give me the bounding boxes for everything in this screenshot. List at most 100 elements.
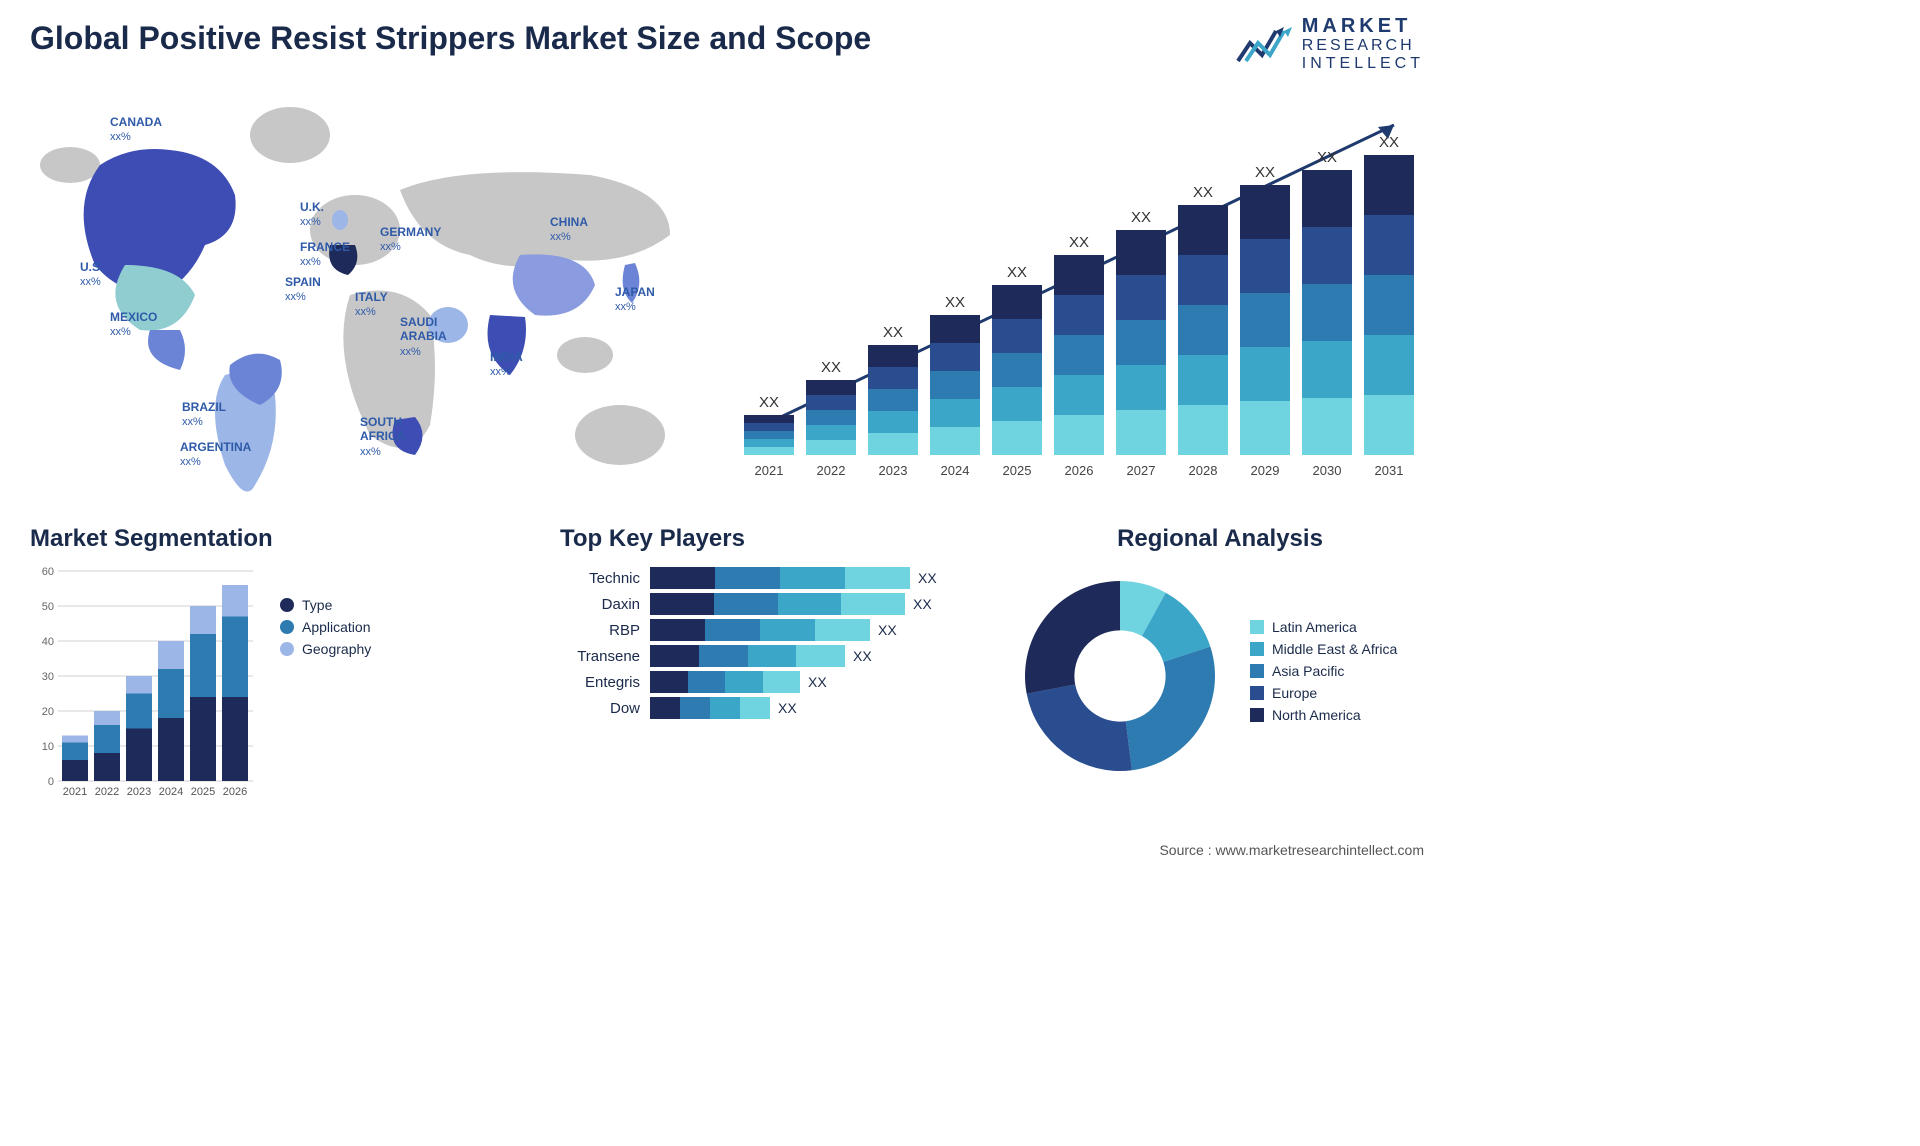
donut-slice (1027, 685, 1132, 771)
segmentation-legend: TypeApplicationGeography (280, 561, 371, 801)
key-players-title: Top Key Players (560, 525, 990, 553)
main-bar-segment (744, 447, 794, 455)
main-bar-year: 2028 (1189, 463, 1218, 478)
map-label: SOUTHAFRICAxx% (360, 415, 405, 459)
main-bar-segment (1054, 415, 1104, 455)
seg-bar-segment (190, 634, 216, 697)
map-label: SPAINxx% (285, 275, 321, 305)
seg-x-label: 2022 (95, 786, 119, 798)
seg-bar-segment (62, 760, 88, 781)
regional-legend-item: Latin America (1250, 619, 1397, 635)
main-bar-segment (1240, 401, 1290, 455)
main-bar-year: 2022 (817, 463, 846, 478)
player-bar (650, 671, 800, 693)
main-bar-segment (1178, 305, 1228, 355)
seg-x-label: 2026 (223, 786, 247, 798)
main-bar-segment (1240, 293, 1290, 347)
main-bar-segment (1302, 227, 1352, 284)
player-row: DowXX (560, 697, 990, 719)
regional-legend-item: Europe (1250, 685, 1397, 701)
player-value: XX (770, 700, 800, 716)
seg-x-label: 2023 (127, 786, 151, 798)
main-bar-segment (992, 353, 1042, 387)
player-value: XX (870, 622, 900, 638)
seg-bar-segment (190, 606, 216, 634)
map-label: U.K.xx% (300, 200, 324, 230)
regional-legend: Latin America Middle East & Africa Asia Pa… (1250, 613, 1397, 729)
main-bar-segment (1054, 335, 1104, 375)
main-bar-segment (806, 395, 856, 410)
player-name: Technic (560, 570, 650, 587)
seg-bar-segment (62, 736, 88, 743)
segmentation-chart: 0102030405060202120222023202420252026 (30, 561, 260, 801)
main-bar-segment (930, 399, 980, 427)
main-bar-value: XX (1131, 209, 1151, 226)
regional-legend-item: Middle East & Africa (1250, 641, 1397, 657)
main-bar-segment (1054, 375, 1104, 415)
seg-y-tick: 30 (42, 671, 54, 683)
seg-y-tick: 10 (42, 741, 54, 753)
main-bar-segment (868, 345, 918, 367)
main-bar-segment (992, 387, 1042, 421)
seg-bar-segment (94, 753, 120, 781)
market-size-chart: XX2021XX2022XX2023XX2024XX2025XX2026XX20… (734, 95, 1424, 495)
main-bar-year: 2031 (1375, 463, 1404, 478)
seg-x-label: 2021 (63, 786, 87, 798)
seg-bar-segment (126, 694, 152, 729)
main-bar-segment (1116, 410, 1166, 455)
main-bar-year: 2021 (755, 463, 784, 478)
main-bar-segment (992, 421, 1042, 455)
map-label: BRAZILxx% (182, 400, 226, 430)
main-bar-year: 2026 (1065, 463, 1094, 478)
main-bar-segment (1302, 341, 1352, 398)
main-bar-value: XX (1193, 184, 1213, 201)
map-label: U.S.xx% (80, 260, 103, 290)
page-title: Global Positive Resist Strippers Market … (30, 20, 871, 57)
player-bar (650, 619, 870, 641)
player-bar (650, 645, 845, 667)
brand-logo: MARKET RESEARCH INTELLECT (1236, 15, 1424, 72)
main-bar-segment (744, 439, 794, 447)
main-bar-segment (1178, 355, 1228, 405)
seg-bar-segment (94, 711, 120, 725)
main-bar-segment (930, 371, 980, 399)
logo-line2: RESEARCH (1302, 37, 1424, 55)
main-bar-value: XX (1317, 149, 1337, 166)
main-bar-year: 2030 (1313, 463, 1342, 478)
main-bar-value: XX (821, 359, 841, 376)
player-row: RBPXX (560, 619, 990, 641)
main-bar-segment (1240, 185, 1290, 239)
seg-legend-item: Application (280, 619, 371, 635)
key-players-section: Top Key Players TechnicXXDaxinXXRBPXXTra… (560, 525, 990, 825)
player-name: Daxin (560, 596, 650, 613)
main-bar-segment (1116, 365, 1166, 410)
seg-legend-item: Type (280, 597, 371, 613)
main-bar-segment (930, 427, 980, 455)
main-bar-segment (1054, 295, 1104, 335)
player-name: Entegris (560, 674, 650, 691)
main-bar-year: 2023 (879, 463, 908, 478)
main-bar-segment (1116, 230, 1166, 275)
map-label: ITALYxx% (355, 290, 388, 320)
segmentation-section: Market Segmentation 01020304050602021202… (30, 525, 430, 825)
world-map: CANADAxx%U.S.xx%MEXICOxx%BRAZILxx%ARGENT… (30, 95, 700, 515)
map-label: JAPANxx% (615, 285, 655, 315)
main-bar-segment (930, 315, 980, 343)
regional-legend-item: Asia Pacific (1250, 663, 1397, 679)
player-row: EntegrisXX (560, 671, 990, 693)
map-label: CHINAxx% (550, 215, 588, 245)
map-label: INDIAxx% (490, 350, 523, 380)
main-bar-value: XX (883, 324, 903, 341)
main-bar-segment (806, 425, 856, 440)
main-bar-segment (1302, 170, 1352, 227)
main-bar-segment (1178, 205, 1228, 255)
map-label: FRANCExx% (300, 240, 350, 270)
seg-bar-segment (126, 729, 152, 782)
main-bar-segment (1364, 275, 1414, 335)
main-bar-segment (1302, 398, 1352, 455)
player-value: XX (845, 648, 875, 664)
main-bar-segment (1364, 395, 1414, 455)
main-bar-segment (744, 415, 794, 423)
seg-bar-segment (222, 697, 248, 781)
seg-bar-segment (158, 718, 184, 781)
